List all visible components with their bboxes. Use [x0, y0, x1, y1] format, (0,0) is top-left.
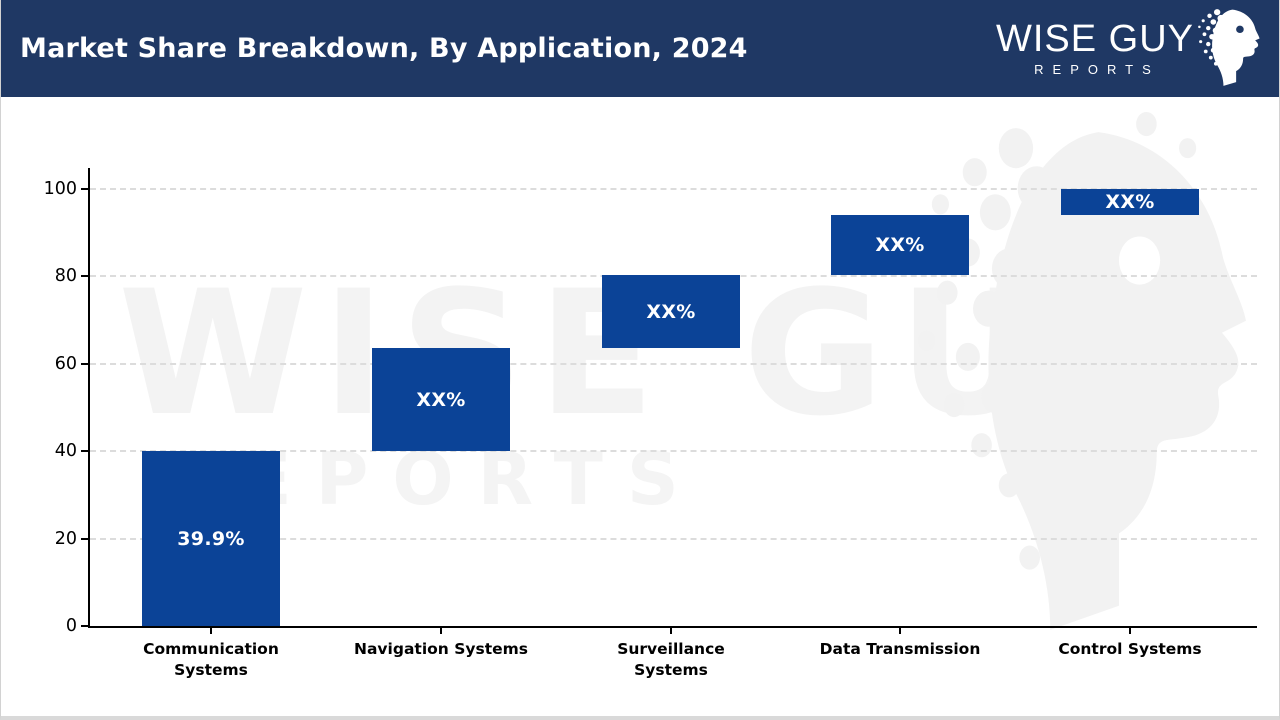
bar: XX% [831, 214, 969, 276]
x-tick-label-line: Systems [634, 661, 708, 679]
y-tick-label: 60 [54, 353, 77, 374]
y-tick [81, 362, 88, 365]
gridline [90, 187, 1257, 190]
x-tick-label-line: Data Transmission [819, 640, 981, 658]
bar-value-label: XX% [1105, 190, 1155, 213]
bar: 39.9% [142, 451, 280, 626]
gridline [90, 537, 1257, 540]
logo: WISE GUY REPORTS [996, 6, 1264, 92]
x-tick [440, 628, 442, 634]
y-tick [81, 450, 88, 452]
y-axis [88, 168, 90, 628]
y-tick [81, 187, 88, 190]
x-tick-label-line: Systems [174, 661, 248, 679]
x-tick-label: Navigation Systems [326, 639, 556, 660]
logo-text: WISE GUY REPORTS [996, 20, 1194, 77]
x-tick [210, 628, 212, 634]
x-tick [899, 628, 901, 634]
y-tick [81, 537, 88, 540]
bar: XX% [602, 275, 740, 349]
y-tick-label: 40 [54, 441, 77, 461]
header-bar: Market Share Breakdown, By Application, … [0, 0, 1280, 97]
gridline [90, 450, 1257, 452]
x-tick-label-line: Communication [143, 640, 279, 658]
x-tick-label-line: Surveillance [617, 640, 725, 658]
x-tick-label: Communication Systems [96, 639, 326, 681]
y-tick [81, 625, 88, 627]
bar-value-label: XX% [646, 300, 696, 323]
y-tick-label: 0 [65, 616, 77, 636]
logo-brand-name: WISE GUY [995, 18, 1194, 60]
x-tick-label-line: Navigation Systems [354, 640, 528, 658]
x-tick-label: Data Transmission [785, 639, 1015, 660]
bar-value-label: XX% [416, 388, 466, 411]
x-axis [88, 626, 1257, 628]
y-tick-label: 80 [54, 266, 77, 286]
x-tick [670, 628, 672, 634]
logo-brand-subtitle: REPORTS [1034, 62, 1160, 77]
x-tick-label: Surveillance Systems [556, 639, 786, 681]
x-tick-label-line: Control Systems [1058, 640, 1202, 658]
y-tick [81, 275, 88, 277]
bar-value-label: XX% [875, 233, 925, 256]
y-tick-label: 20 [54, 528, 77, 549]
bar: XX% [1061, 188, 1199, 215]
logo-face-icon [1198, 8, 1260, 86]
x-tick-label: Control Systems [1015, 639, 1245, 660]
page-title: Market Share Breakdown, By Application, … [20, 33, 748, 64]
y-tick-label: 100 [43, 178, 77, 199]
bar: XX% [372, 348, 510, 452]
bar-value-label: 39.9% [177, 527, 245, 550]
gridline [90, 362, 1257, 365]
x-tick [1129, 628, 1131, 634]
